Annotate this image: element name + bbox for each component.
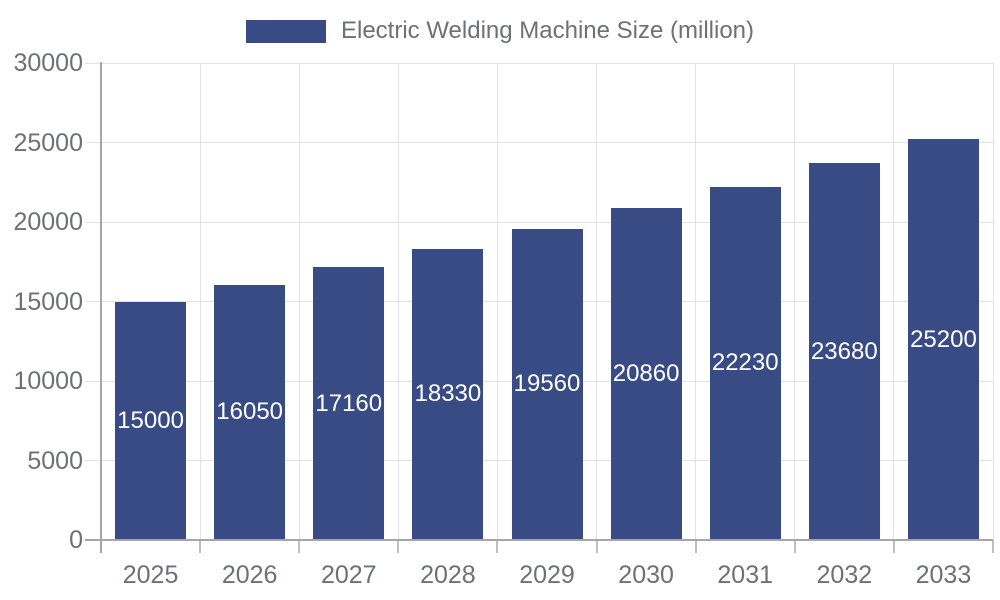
x-axis-tick — [595, 540, 598, 553]
x-tick-label: 2033 — [915, 561, 972, 589]
bar-value-label: 22230 — [711, 349, 779, 377]
y-axis-line — [100, 62, 102, 553]
bar-value-label: 17160 — [315, 389, 383, 417]
x-axis-tick — [694, 540, 697, 553]
gridline-vertical — [298, 63, 300, 540]
y-axis-tick — [85, 380, 101, 382]
gridline-vertical — [199, 63, 201, 540]
bar — [115, 301, 187, 540]
y-axis-tick — [85, 142, 101, 143]
bar-value-label: 23680 — [810, 337, 878, 365]
bar-value-label: 25200 — [910, 325, 977, 353]
y-axis-tick — [85, 301, 101, 302]
x-tick-label: 2026 — [221, 561, 278, 589]
x-tick-label: 2025 — [122, 561, 179, 589]
y-tick-label: 5000 — [27, 446, 83, 475]
gridline-vertical — [397, 63, 399, 540]
x-axis-tick — [892, 540, 895, 553]
x-tick-label: 2027 — [320, 561, 377, 589]
x-axis-tick — [793, 540, 796, 553]
y-axis-tick — [85, 221, 101, 223]
bar-value-label: 15000 — [117, 406, 184, 434]
y-axis-tick — [85, 62, 101, 64]
x-axis-tick — [199, 540, 202, 553]
gridline-vertical — [496, 63, 498, 540]
bar — [808, 163, 880, 540]
x-axis-tick — [992, 540, 994, 553]
y-tick-label: 20000 — [13, 208, 83, 236]
x-axis-tick — [298, 540, 301, 553]
x-axis-tick — [397, 540, 400, 553]
gridline-horizontal — [101, 62, 993, 64]
gridline-vertical — [596, 63, 598, 540]
gridline-vertical — [992, 63, 994, 540]
bar — [313, 267, 385, 540]
y-axis-tick — [85, 460, 101, 461]
gridline-vertical — [695, 63, 697, 540]
gridline-vertical — [794, 63, 796, 540]
bar — [907, 139, 979, 540]
bar-value-label: 19560 — [513, 370, 581, 398]
y-tick-label: 15000 — [13, 287, 83, 316]
gridline-horizontal — [101, 142, 993, 143]
bar-value-label: 18330 — [414, 380, 482, 408]
bar — [214, 284, 286, 540]
bar — [511, 228, 583, 540]
y-tick-label: 0 — [69, 526, 83, 554]
x-tick-label: 2030 — [618, 561, 674, 589]
y-tick-label: 25000 — [13, 128, 83, 157]
legend-swatch — [245, 19, 326, 43]
x-tick-label: 2031 — [717, 561, 774, 589]
x-tick-label: 2032 — [816, 561, 873, 589]
y-tick-label: 30000 — [13, 49, 83, 77]
x-axis-tick — [496, 540, 499, 553]
bar — [412, 248, 484, 540]
x-tick-label: 2029 — [519, 561, 575, 589]
legend-item[interactable]: Electric Welding Machine Size (million) — [0, 18, 1000, 44]
bar — [610, 208, 682, 540]
x-tick-label: 2028 — [420, 561, 476, 589]
gridline-horizontal — [101, 221, 993, 223]
x-axis-line — [85, 539, 993, 541]
bar — [709, 186, 781, 540]
gridline-vertical — [893, 63, 895, 540]
legend-label: Electric Welding Machine Size (million) — [340, 17, 755, 44]
bar-value-label: 16050 — [216, 398, 284, 426]
bar-value-label: 20860 — [612, 360, 680, 388]
y-tick-label: 10000 — [13, 367, 83, 395]
